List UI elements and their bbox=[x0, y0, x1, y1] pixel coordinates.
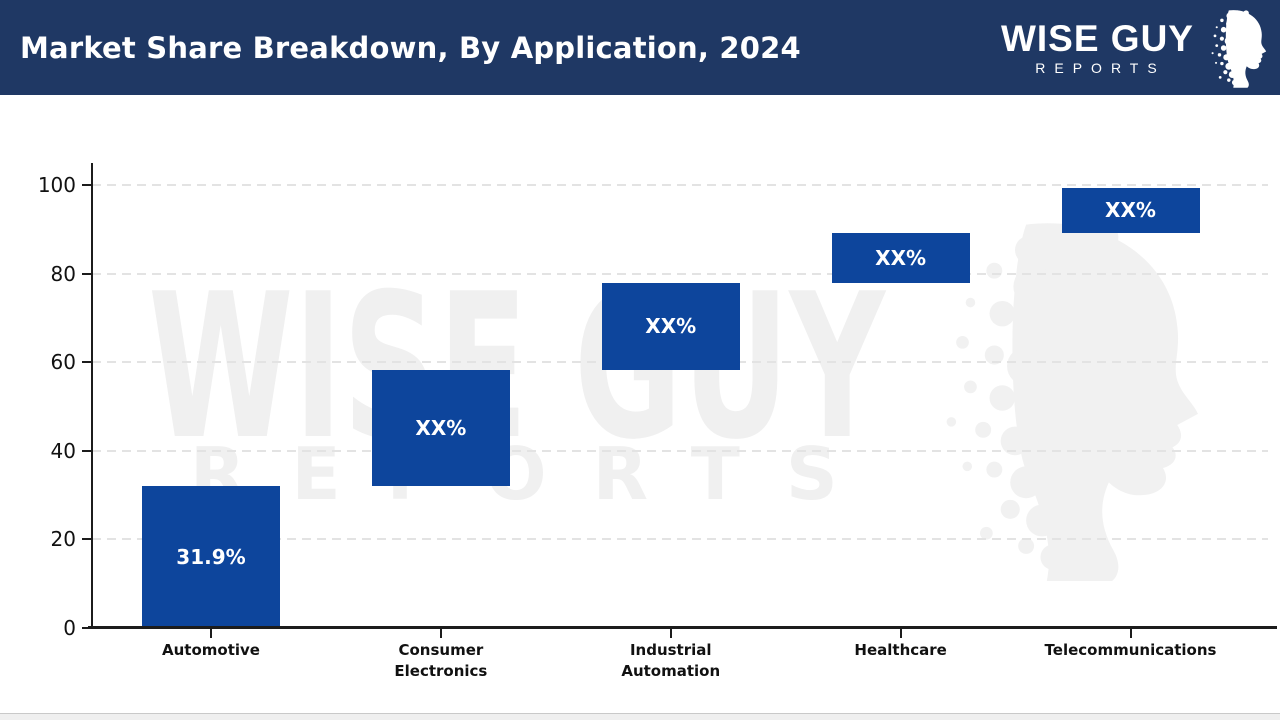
gridline-40 bbox=[92, 449, 1268, 452]
y-tick-label-40: 40 bbox=[50, 438, 76, 463]
x-tick-label-automotive: Automotive bbox=[162, 641, 260, 659]
x-tick-automotive bbox=[210, 628, 212, 638]
x-tick-telecommunications bbox=[1129, 628, 1132, 638]
x-tick-label-telecommunications: Telecommunications bbox=[1044, 641, 1217, 659]
brand-logo: WISE GUY REPORTS bbox=[1001, 0, 1272, 95]
gridline-20 bbox=[92, 538, 1268, 540]
y-tick-40 bbox=[82, 449, 91, 452]
watermark-head-icon bbox=[946, 223, 1198, 581]
bar-value-label-telecommunications: XX% bbox=[1105, 198, 1156, 223]
brand-subtitle: REPORTS bbox=[1035, 59, 1166, 76]
bar-healthcare: XX% bbox=[831, 232, 970, 284]
brand-name: WISE GUY bbox=[1000, 17, 1194, 59]
x-tick-label-industrial-automation: Industrial Automation bbox=[621, 641, 721, 680]
x-axis bbox=[88, 626, 1277, 629]
y-tick-label-100: 100 bbox=[37, 173, 76, 197]
y-tick-0 bbox=[82, 626, 91, 629]
bar-automotive: 31.9% bbox=[142, 486, 280, 628]
x-tick-healthcare bbox=[899, 628, 902, 638]
bar-value-label-industrial-automation: XX% bbox=[645, 314, 697, 339]
y-tick-80 bbox=[82, 272, 91, 275]
y-tick-100 bbox=[82, 184, 91, 186]
gridline-100 bbox=[92, 184, 1268, 186]
y-tick-label-80: 80 bbox=[50, 261, 76, 286]
bar-consumer-electronics: XX% bbox=[371, 369, 510, 487]
x-tick-label-consumer-electronics: Consumer Electronics bbox=[394, 641, 488, 680]
y-tick-label-20: 20 bbox=[50, 527, 76, 551]
y-tick-label-60: 60 bbox=[50, 350, 76, 374]
y-axis bbox=[91, 163, 93, 629]
page-title: Market Share Breakdown, By Application, … bbox=[20, 30, 801, 65]
bar-value-label-healthcare: XX% bbox=[875, 246, 927, 270]
x-tick-consumer-electronics bbox=[439, 628, 442, 638]
gridline-80 bbox=[92, 272, 1268, 275]
bar-industrial-automation: XX% bbox=[601, 283, 740, 370]
watermark-brand-name: WISE GUY bbox=[148, 251, 886, 484]
wise-guy-head-icon bbox=[1211, 9, 1267, 88]
footer-strip bbox=[0, 713, 1280, 720]
y-tick-60 bbox=[82, 361, 91, 363]
bar-value-label-automotive: 31.9% bbox=[176, 544, 246, 569]
bar-value-label-consumer-electronics: XX% bbox=[415, 415, 467, 440]
x-tick-label-healthcare: Healthcare bbox=[854, 641, 947, 659]
x-tick-industrial-automation bbox=[669, 628, 672, 638]
y-tick-label-0: 0 bbox=[63, 615, 76, 640]
header-band: Market Share Breakdown, By Application, … bbox=[0, 0, 1280, 95]
brand-logo-text: WISE GUY REPORTS bbox=[1001, 20, 1194, 76]
bar-telecommunications: XX% bbox=[1061, 188, 1200, 233]
y-tick-20 bbox=[82, 538, 91, 540]
